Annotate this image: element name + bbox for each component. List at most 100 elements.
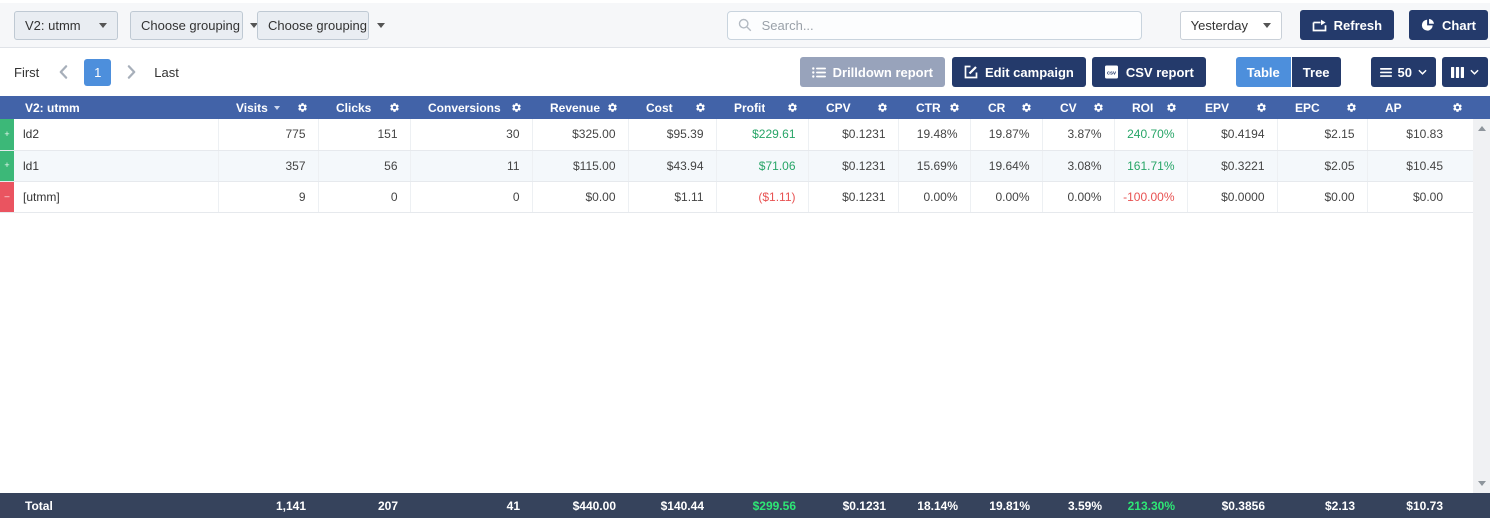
column-settings-icon[interactable] [787,102,798,113]
column-header-cost[interactable]: Cost [628,96,716,119]
column-header-clicks[interactable]: Clicks [318,96,410,119]
pagination-last[interactable]: Last [154,64,179,80]
column-header-cpv[interactable]: CPV [808,96,898,119]
table-row-utmm[interactable]: – [utmm] 9 0 0 $0.00 $1.11 ($1.11) $0.1231 0.00% 0… [0,181,1473,213]
csv-report-button[interactable]: csv CSV report [1091,57,1206,87]
column-header-profit[interactable]: Profit [716,96,808,119]
column-settings-icon[interactable] [511,102,522,113]
column-header-epv[interactable]: EPV [1187,96,1277,119]
column-settings-icon[interactable] [297,102,308,113]
column-label: Revenue [550,100,601,115]
column-label: CR [988,100,1006,115]
column-settings-icon[interactable] [607,102,618,113]
chevron-down-icon [1470,69,1479,75]
sort-caret-icon [273,105,280,110]
select-caret-icon [1262,22,1271,28]
cell-visits: 1,141 [275,498,306,513]
pagination-page-1[interactable]: 1 [84,58,112,86]
table-view-label: Table [1246,64,1280,80]
cell-cv: 3.59% [1067,498,1102,513]
vertical-scrollbar[interactable] [1473,119,1490,493]
column-header-cv[interactable]: CV [1042,96,1114,119]
cell-name: + ld2 [0,119,219,151]
refresh-button-label: Refresh [1333,17,1383,33]
chart-button-label: Chart [1442,17,1476,33]
column-settings-icon[interactable] [1256,102,1267,113]
column-header-cr[interactable]: CR [970,96,1042,119]
column-label: Cost [646,100,673,115]
refresh-icon [1312,19,1327,32]
cell-cv: 0.00% [1042,181,1115,213]
scroll-down-icon[interactable] [1477,481,1486,486]
hamburger-icon [1379,67,1392,77]
pagination-next-icon[interactable] [127,65,136,79]
cell-profit: $71.06 [716,150,809,182]
pagination-prev-icon[interactable] [59,65,68,79]
table-row-ld2[interactable]: + ld2 775 151 30 $325.00 $95.39 $229.61 $0.1231 1… [0,119,1473,151]
column-settings-icon[interactable] [1346,102,1357,113]
rows-per-page-button[interactable]: 50 [1370,57,1436,87]
column-label: EPC [1295,100,1320,115]
csv-file-icon: csv [1104,65,1119,79]
column-settings-icon[interactable] [389,102,400,113]
cell-revenue: $440.00 [572,498,616,513]
drilldown-report-button[interactable]: Drilldown report [799,57,946,87]
column-settings-icon[interactable] [695,102,706,113]
column-header-v2-utmm[interactable]: V2: utmm [0,96,218,119]
column-label: Conversions [428,100,501,115]
select-caret-icon [377,22,386,28]
cell-ctr: 0.00% [898,181,971,213]
grouping-select-2[interactable]: Choose grouping [257,10,386,40]
column-header-roi[interactable]: ROI [1114,96,1187,119]
grouping-select-2-value: Choose grouping [268,17,368,33]
cell-conversions: 11 [410,150,533,182]
column-settings-icon[interactable] [949,102,960,113]
column-settings-icon[interactable] [877,102,888,113]
column-settings-icon[interactable] [1166,102,1177,113]
column-header-conversions[interactable]: Conversions [410,96,532,119]
column-header-revenue[interactable]: Revenue [532,96,628,119]
search-box[interactable] [726,10,1142,40]
column-settings-icon[interactable] [1452,102,1463,113]
columns-picker-button[interactable] [1442,57,1488,87]
column-label: Profit [734,100,766,115]
date-range-select[interactable]: Yesterday [1179,10,1282,40]
cell-cpv: $0.1231 [842,498,886,513]
cell-epv: $0.0000 [1187,181,1278,213]
column-header-visits[interactable]: Visits [218,96,318,119]
row-status-indicator: + [0,150,14,181]
v2-token-select[interactable]: V2: utmm [14,10,118,40]
table-view-button[interactable]: Table [1235,57,1291,87]
cell-cr: 0.00% [970,181,1043,213]
column-settings-icon[interactable] [1021,102,1032,113]
cell-cost: $140.44 [660,498,704,513]
cell-ap: $10.83 [1367,119,1473,151]
scroll-up-icon[interactable] [1477,126,1486,131]
grouping-select-1[interactable]: Choose grouping [130,10,259,40]
pagination-first[interactable]: First [14,64,40,80]
cell-cpv: $0.1231 [808,150,899,182]
cell-cv: 3.08% [1042,150,1115,182]
column-header-ap[interactable]: AP [1367,96,1473,119]
rows-per-page-value: 50 [1397,64,1412,80]
cell-roi: 161.71% [1114,150,1188,182]
refresh-button[interactable]: Refresh [1299,10,1395,40]
column-label: AP [1385,100,1402,115]
select-caret-icon [99,22,107,28]
edit-campaign-button[interactable]: Edit campaign [952,57,1086,87]
row-name: ld2 [23,127,40,142]
search-input[interactable] [759,16,1131,34]
date-range-select-value: Yesterday [1190,17,1248,33]
cell-cr: 19.81% [989,498,1030,513]
top-toolbar: V2: utmm Choose grouping Choose grouping… [0,3,1490,48]
total-label: Total [25,498,53,513]
cell-epc: $2.15 [1277,119,1368,151]
v2-token-select-value: V2: utmm [25,17,81,33]
column-settings-icon[interactable] [1093,102,1104,113]
column-header-epc[interactable]: EPC [1277,96,1367,119]
tree-view-label: Tree [1302,64,1330,80]
tree-view-button[interactable]: Tree [1291,57,1341,87]
chart-button[interactable]: Chart [1409,10,1488,40]
column-header-ctr[interactable]: CTR [898,96,970,119]
table-row-ld1[interactable]: + ld1 357 56 11 $115.00 $43.94 $71.06 $0.1231 15.… [0,150,1473,182]
